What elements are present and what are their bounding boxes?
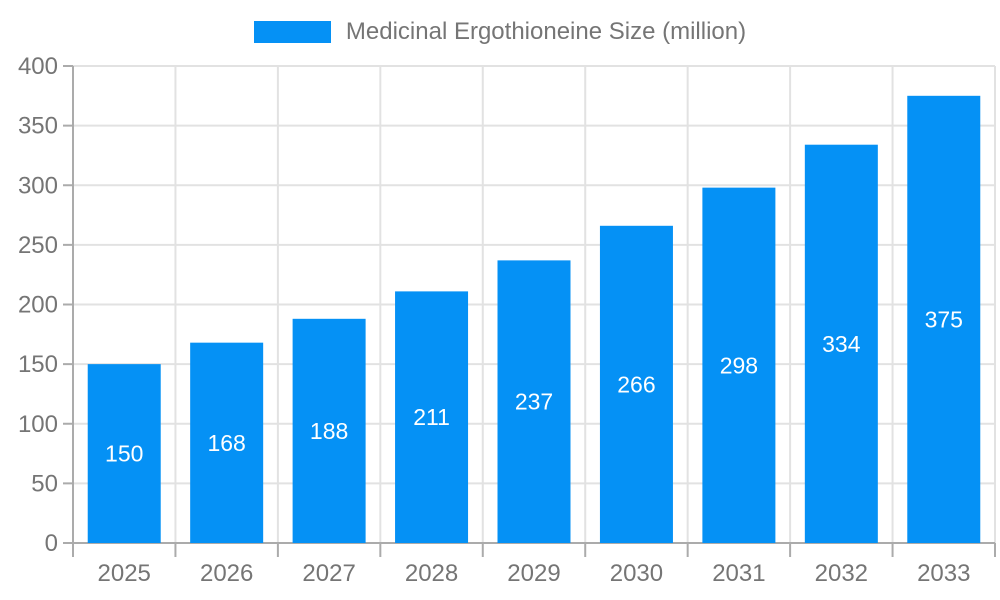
bar-value-label: 188: [310, 418, 348, 444]
y-tick-label: 250: [18, 232, 58, 259]
bar[interactable]: [497, 260, 571, 543]
bar-value-label: 168: [207, 430, 245, 456]
chart-legend[interactable]: Medicinal Ergothioneine Size (million): [0, 18, 1000, 46]
x-tick-label: 2028: [405, 560, 458, 587]
bar[interactable]: [292, 318, 366, 543]
x-tick-label: 2032: [815, 560, 868, 587]
y-tick-label: 0: [45, 530, 58, 557]
x-tick-label: 2027: [302, 560, 355, 587]
legend-label: Medicinal Ergothioneine Size (million): [345, 18, 747, 45]
bar-value-label: 237: [515, 389, 553, 415]
bar[interactable]: [804, 144, 878, 543]
x-tick-label: 2026: [200, 560, 253, 587]
y-tick-label: 100: [18, 411, 58, 438]
bar-value-label: 375: [925, 306, 963, 332]
x-tick-label: 2033: [917, 560, 970, 587]
x-tick-label: 2030: [610, 560, 663, 587]
x-tick-label: 2025: [98, 560, 151, 587]
bar-value-label: 334: [822, 331, 861, 357]
bar-value-label: 266: [617, 371, 655, 397]
bar[interactable]: [599, 225, 673, 544]
x-tick-label: 2031: [712, 560, 765, 587]
y-tick-label: 50: [31, 470, 58, 497]
y-tick-label: 150: [18, 351, 58, 378]
y-tick-label: 200: [18, 292, 58, 319]
bar[interactable]: [190, 342, 264, 543]
legend-swatch: [253, 21, 331, 43]
bar-value-label: 150: [105, 441, 143, 467]
y-tick-label: 400: [18, 53, 58, 80]
bar[interactable]: [395, 291, 469, 543]
bar[interactable]: [907, 95, 981, 543]
bar-value-label: 211: [413, 404, 450, 430]
bar-value-label: 298: [720, 352, 758, 378]
y-tick-label: 300: [18, 172, 58, 199]
y-tick-label: 350: [18, 113, 58, 140]
bar[interactable]: [702, 187, 776, 543]
bar[interactable]: [87, 364, 161, 543]
x-tick-label: 2029: [507, 560, 560, 587]
